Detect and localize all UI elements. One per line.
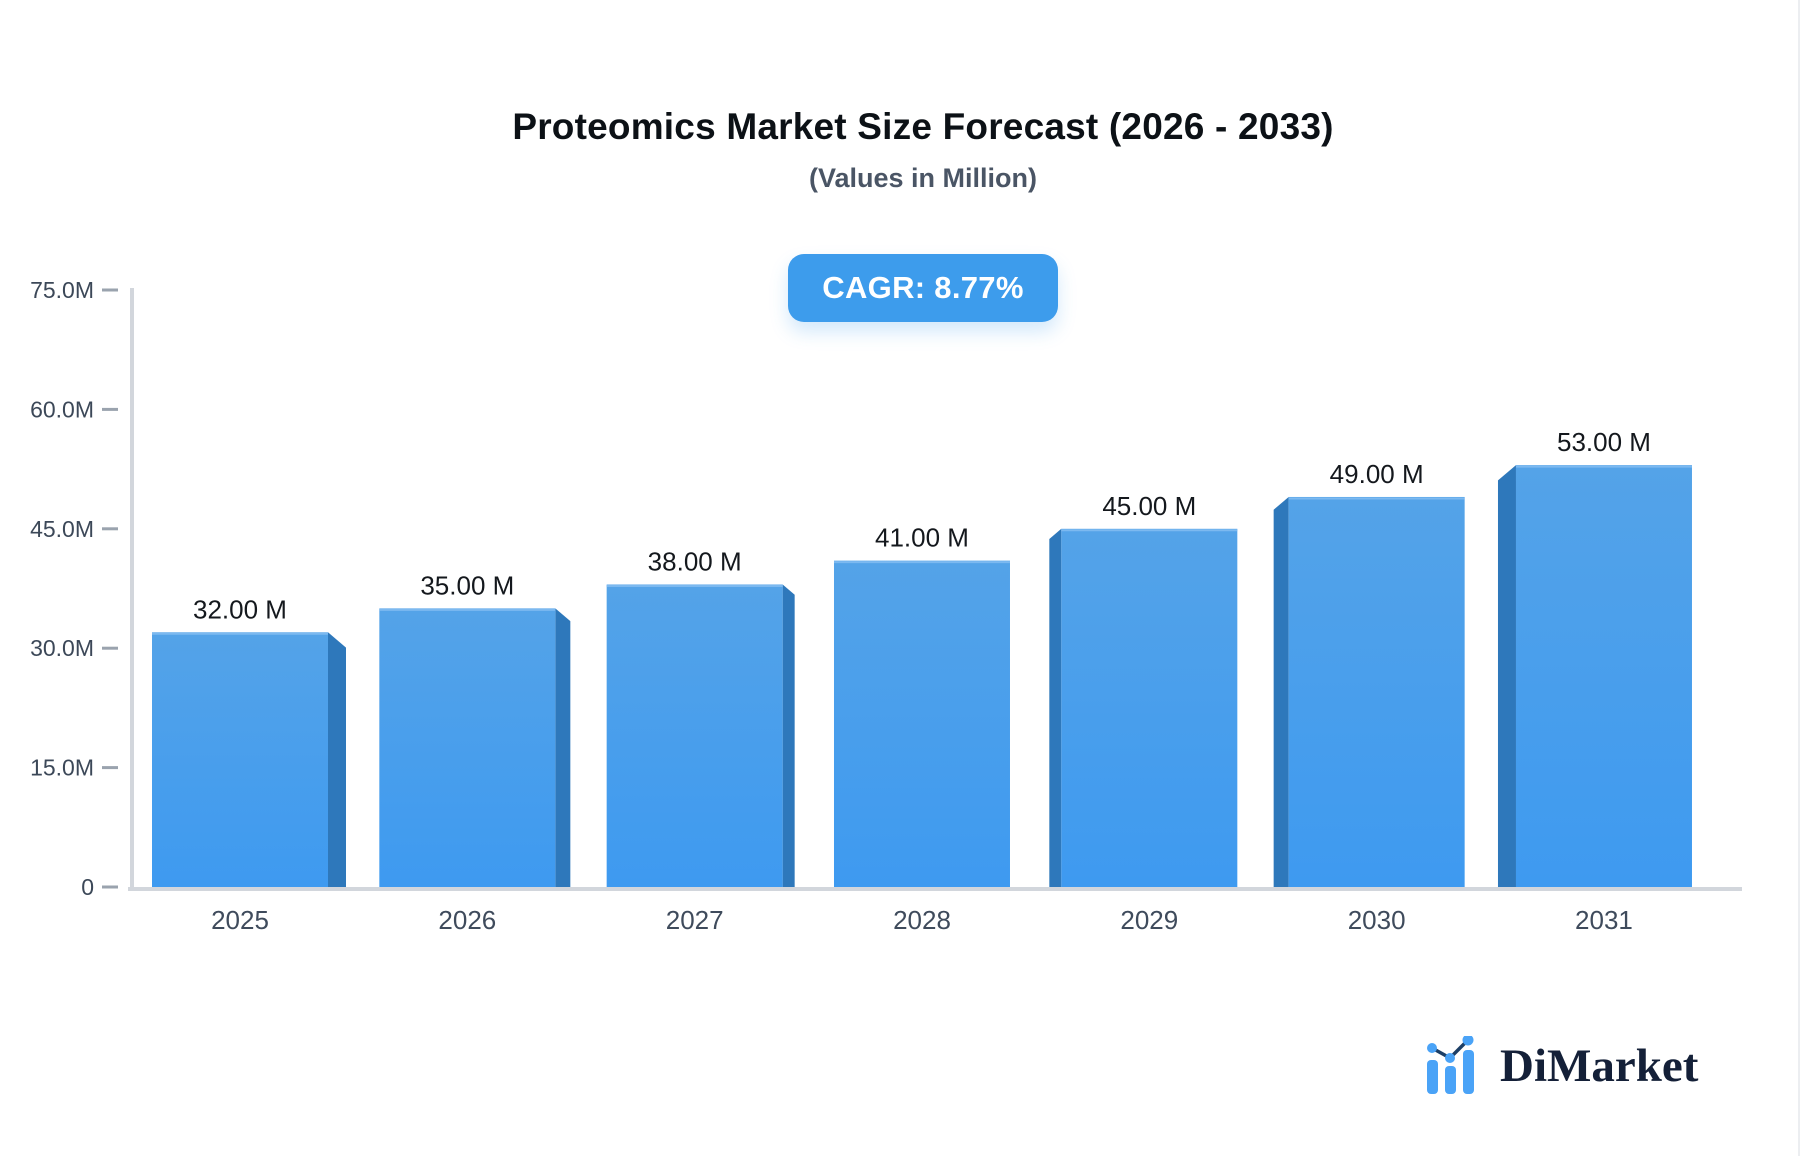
logo-dots-icon	[1427, 1036, 1474, 1063]
brand-name: DiMarket	[1500, 1039, 1699, 1092]
bar-front-face	[1515, 465, 1692, 887]
y-tick-label: 15.0M	[30, 755, 94, 781]
y-tick-label: 75.0M	[30, 277, 94, 303]
bar-2031[interactable]: 53.00 M 2031	[1497, 427, 1692, 935]
bar-side-face	[328, 632, 346, 887]
y-tick-label: 30.0M	[30, 635, 94, 661]
bar-front-face	[1061, 528, 1238, 887]
bar-side-face	[782, 584, 795, 887]
bar-front-face	[833, 560, 1010, 887]
chart-subtitle: (Values in Million)	[808, 163, 1038, 193]
chart-title: Proteomics Market Size Forecast (2026 - …	[512, 106, 1334, 147]
bar-value-label: 38.00 M	[648, 547, 742, 577]
bar-value-label: 53.00 M	[1557, 427, 1651, 457]
x-axis-label: 2027	[666, 905, 724, 935]
bar-front-face	[606, 584, 783, 887]
bar-2026[interactable]: 35.00 M 2026	[379, 570, 571, 935]
bar-side-face	[1497, 465, 1516, 887]
bar-value-label: 41.00 M	[875, 523, 969, 553]
bar-side-face	[555, 608, 571, 887]
x-axis-line	[128, 887, 1742, 891]
bar-2028[interactable]: 41.00 M 2028	[833, 523, 1010, 935]
x-axis-label: 2025	[211, 905, 269, 935]
bar-value-label: 45.00 M	[1102, 491, 1196, 521]
cagr-badge-label: CAGR: 8.77%	[822, 270, 1024, 305]
bar-2030[interactable]: 49.00 M 2030	[1273, 459, 1465, 935]
x-axis-label: 2028	[893, 905, 951, 935]
bar-front-face	[152, 632, 328, 887]
bar-2025[interactable]: 32.00 M 2025	[152, 594, 346, 935]
x-axis-label: 2030	[1348, 905, 1406, 935]
logo-bars-icon	[1427, 1050, 1474, 1094]
bar-value-label: 35.00 M	[420, 570, 514, 600]
bar-2029[interactable]: 45.00 M 2029	[1049, 491, 1238, 935]
brand-logo: DiMarket	[1425, 1036, 1698, 1096]
bar-2027[interactable]: 38.00 M 2027	[606, 547, 795, 935]
cagr-badge: CAGR: 8.77%	[788, 254, 1058, 322]
x-axis-label: 2031	[1575, 905, 1633, 935]
y-tick-label: 45.0M	[30, 516, 94, 542]
bar-front-face	[379, 608, 556, 887]
bar-side-face	[1273, 496, 1289, 887]
bar-side-face	[1049, 528, 1062, 887]
bar-front-face	[1288, 496, 1465, 887]
bar-value-label: 49.00 M	[1330, 459, 1424, 489]
y-tick-label: 60.0M	[30, 396, 94, 422]
brand-logo-icon	[1427, 1036, 1474, 1094]
bar-value-label: 32.00 M	[193, 594, 287, 624]
x-axis-label: 2029	[1120, 905, 1178, 935]
y-axis-line	[130, 288, 134, 891]
x-axis-label: 2026	[438, 905, 496, 935]
y-tick-label: 0	[81, 874, 94, 900]
